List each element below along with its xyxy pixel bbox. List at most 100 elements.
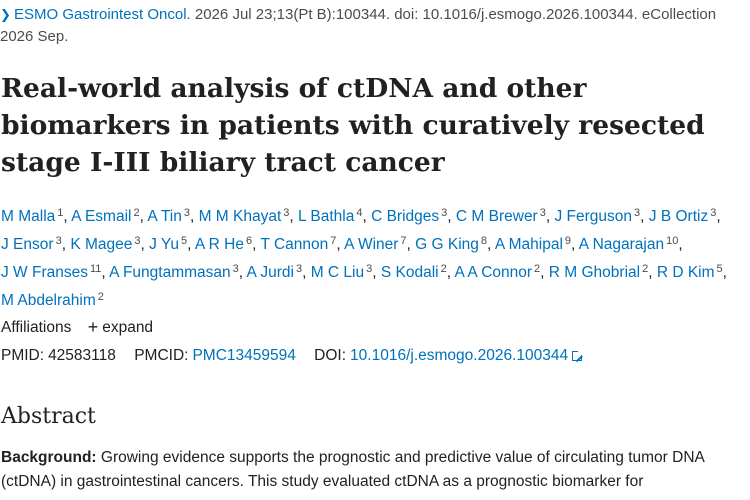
doi-value: 10.1016/j.esmogo.2026.100344 [350, 347, 569, 364]
affiliation-number[interactable]: 3 [232, 263, 239, 275]
affiliation-number[interactable]: 3 [55, 235, 62, 247]
author-item: R D Kim 5 [656, 263, 723, 281]
affiliation-number[interactable]: 1 [57, 207, 64, 219]
author-link[interactable]: R D Kim [656, 264, 715, 281]
author-item: A R He 6 [194, 235, 253, 253]
author-link[interactable]: T Cannon [260, 236, 329, 253]
affiliation-number[interactable]: 2 [642, 263, 649, 275]
author-link[interactable]: A Tin [147, 208, 182, 225]
affiliation-number[interactable]: 2 [133, 207, 140, 219]
affiliation-number[interactable]: 11 [89, 263, 102, 275]
doi-label: DOI: [314, 347, 347, 364]
author-link[interactable]: C Bridges [371, 208, 440, 225]
affiliation-number[interactable]: 8 [480, 235, 488, 247]
affiliation-number[interactable]: 3 [283, 207, 290, 219]
author-link[interactable]: A Jurdi [246, 264, 294, 281]
author-item: M Abdelrahim 2 [1, 291, 104, 309]
affiliation-number[interactable]: 2 [440, 263, 447, 275]
author-link[interactable]: A R He [194, 236, 244, 253]
affiliation-number[interactable]: 4 [356, 207, 363, 219]
author-item: J Ferguson 3 [554, 207, 641, 225]
affiliation-number[interactable]: 2 [97, 291, 104, 303]
author-item: A Mahipal 9 [494, 235, 572, 253]
author-item: A Winer 7 [344, 235, 407, 253]
author-item: A A Connor 2 [454, 263, 541, 281]
author-item: C Bridges 3 [371, 207, 448, 225]
author-item: C M Brewer 3 [455, 207, 546, 225]
author-link[interactable]: S Kodali [380, 264, 439, 281]
expand-affiliations-button[interactable]: + expand [87, 317, 153, 337]
article-title: Real-world analysis of ctDNA and other b… [1, 73, 705, 178]
author-item: M M Khayat 3 [198, 207, 290, 225]
author-link[interactable]: J Yu [149, 236, 179, 253]
author-separator: , [446, 264, 455, 281]
author-link[interactable]: G G King [415, 236, 479, 253]
author-link[interactable]: J Ferguson [554, 208, 633, 225]
author-item: G G King 8 [415, 235, 488, 253]
author-link[interactable]: J W Franses [1, 264, 88, 281]
author-link[interactable]: J Ensor [1, 236, 54, 253]
author-item: R M Ghobrial 2 [548, 263, 649, 281]
journal-link[interactable]: ESMO Gastrointest Oncol. [14, 6, 191, 23]
author-item: A Nagarajan 10 [578, 235, 679, 253]
author-separator: , [61, 236, 71, 253]
author-separator: , [406, 236, 416, 253]
author-link[interactable]: J B Ortiz [648, 208, 709, 225]
author-separator: , [648, 264, 657, 281]
author-link[interactable]: R M Ghobrial [548, 264, 641, 281]
author-link[interactable]: A Nagarajan [578, 236, 665, 253]
doi-link[interactable]: 10.1016/j.esmogo.2026.100344 [350, 347, 585, 364]
affiliation-number[interactable]: 10 [666, 235, 679, 247]
identifiers-row: PMID: 42583118 PMCID: PMC13459594 DOI: 10.1… [1, 345, 596, 367]
author-link[interactable]: C M Brewer [455, 208, 538, 225]
author-item: J B Ortiz 3 [648, 207, 717, 225]
plus-icon: + [87, 317, 99, 337]
affiliation-number[interactable]: 3 [366, 263, 373, 275]
affiliation-number[interactable]: 5 [181, 235, 188, 247]
affiliation-number[interactable]: 9 [564, 235, 572, 247]
pmid-value: 42583118 [48, 347, 116, 364]
affiliation-number[interactable]: 3 [441, 207, 448, 219]
background-label: Background: [1, 449, 97, 466]
affiliation-number[interactable]: 3 [134, 235, 141, 247]
abstract-background: Background: Growing evidence supports th… [1, 446, 749, 494]
author-separator: , [545, 208, 555, 225]
author-separator: , [139, 208, 148, 225]
author-list: M Malla 1, A Esmail 2, A Tin 3, M M Khayat 3… [1, 201, 749, 313]
external-link-icon [572, 349, 585, 361]
affiliations-row: Affiliations + expand [1, 316, 153, 339]
author-link[interactable]: L Bathla [298, 208, 355, 225]
affiliation-number[interactable]: 3 [710, 207, 717, 219]
author-link[interactable]: K Magee [70, 236, 133, 253]
author-link[interactable]: A Mahipal [494, 236, 563, 253]
citation-line: ❯ ESMO Gastrointest Oncol. 2026 Jul 23;13… [0, 4, 748, 48]
affiliation-number[interactable]: 2 [534, 263, 541, 275]
affiliation-number[interactable]: 3 [295, 263, 303, 275]
author-link[interactable]: M Abdelrahim [1, 292, 96, 309]
affiliation-number[interactable]: 6 [246, 235, 253, 247]
affiliation-number[interactable]: 3 [539, 207, 546, 219]
pmid-label: PMID: [1, 347, 45, 364]
pmcid-link[interactable]: PMC13459594 [192, 347, 296, 364]
author-separator: , [678, 236, 683, 253]
author-link[interactable]: A Winer [344, 236, 399, 253]
author-link[interactable]: A Esmail [71, 208, 132, 225]
author-link[interactable]: M Malla [1, 208, 56, 225]
author-item: M Malla 1 [1, 207, 64, 225]
author-link[interactable]: M C Liu [310, 264, 365, 281]
affiliation-number[interactable]: 3 [634, 207, 641, 219]
author-link[interactable]: A A Connor [454, 264, 533, 281]
affiliation-number[interactable]: 7 [330, 235, 337, 247]
author-separator: , [716, 208, 721, 225]
affiliation-number[interactable]: 7 [400, 235, 407, 247]
background-text: Growing evidence supports the prognostic… [1, 449, 704, 490]
author-item: J Ensor 3 [1, 235, 62, 253]
affiliation-number[interactable]: 5 [716, 263, 723, 275]
author-link[interactable]: M M Khayat [198, 208, 282, 225]
author-link[interactable]: A Fungtammasan [109, 264, 231, 281]
affiliation-number[interactable]: 3 [183, 207, 190, 219]
author-separator: , [336, 236, 345, 253]
pmcid-group: PMCID: PMC13459594 [134, 347, 296, 364]
author-separator: , [101, 264, 110, 281]
